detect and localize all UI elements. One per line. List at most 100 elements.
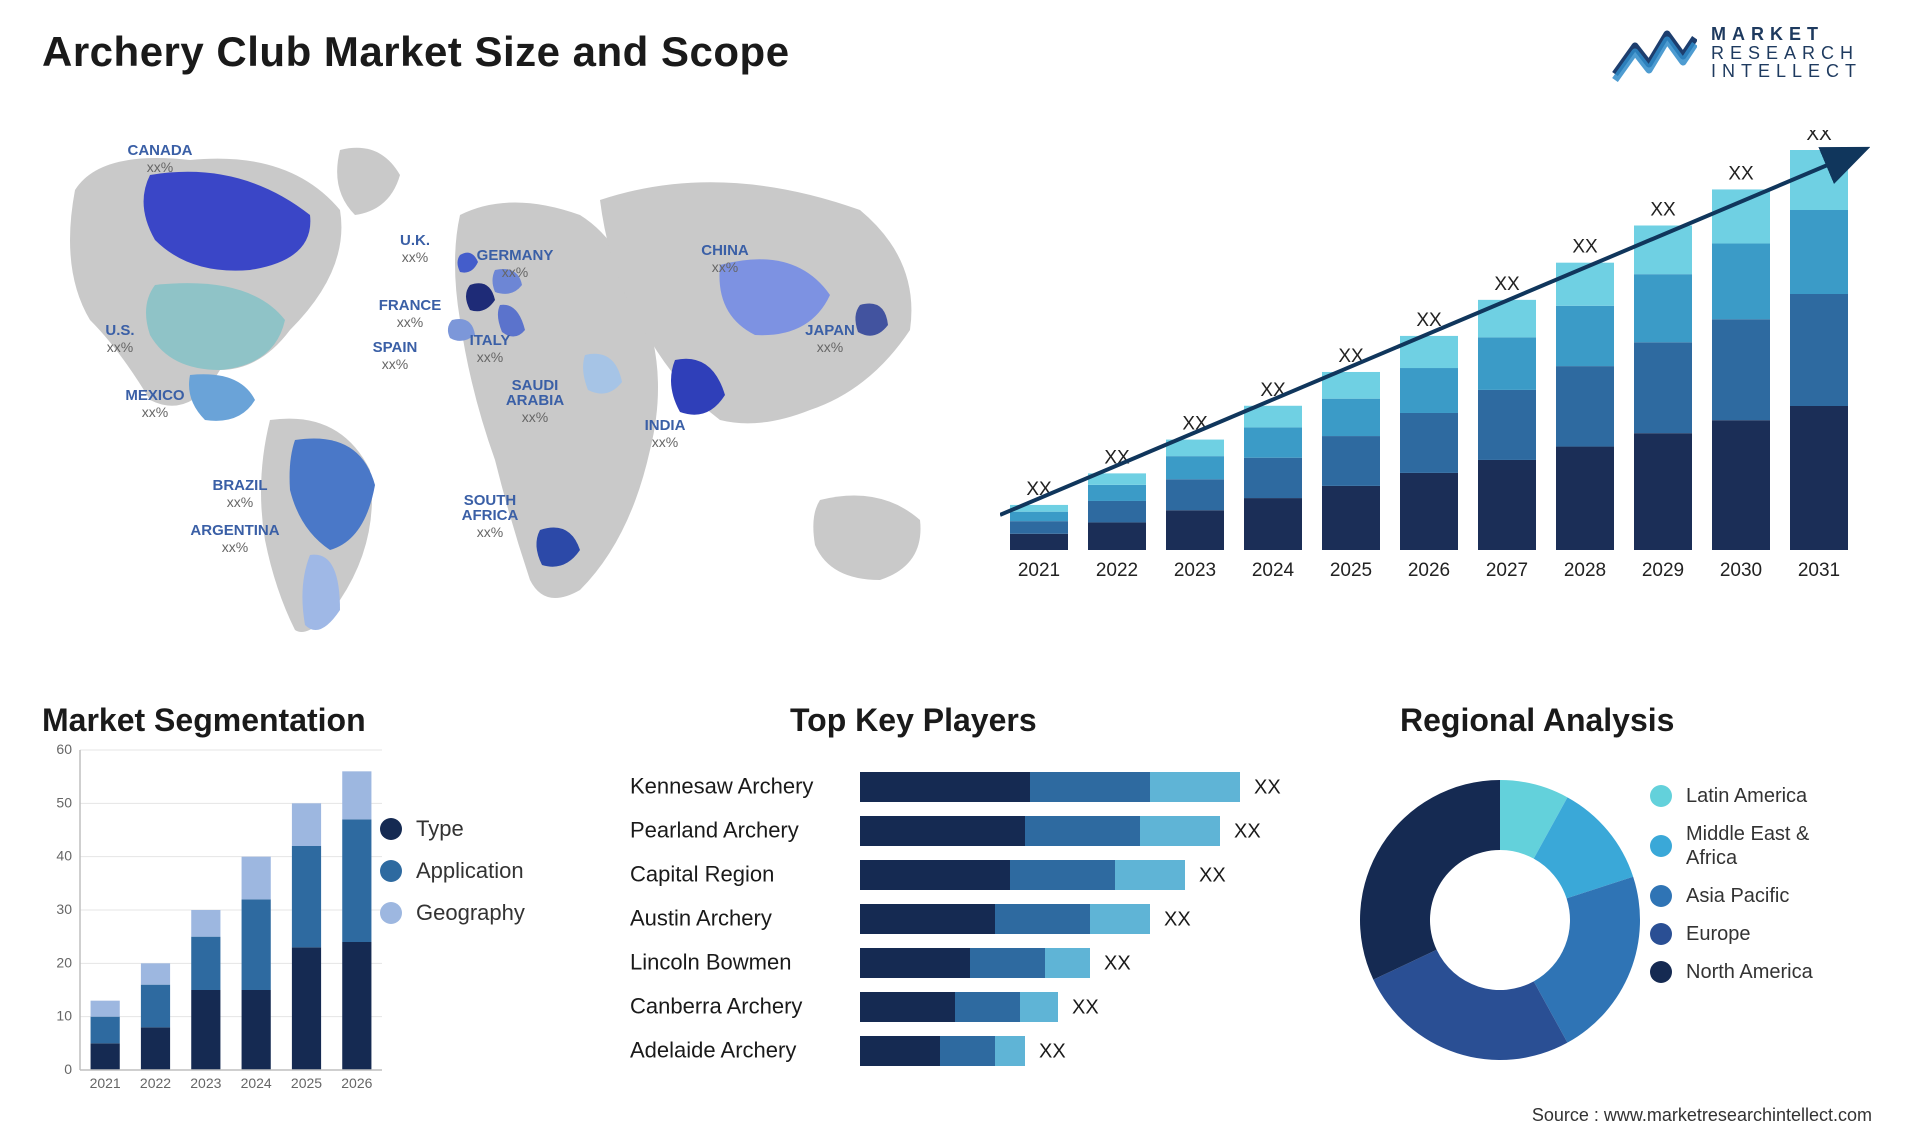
growth-year-label: 2025: [1330, 560, 1372, 581]
key-players-bar-chart: Kennesaw ArcheryXXPearland ArcheryXXCapi…: [630, 760, 1300, 1140]
kp-row-value: XX: [1104, 953, 1131, 975]
seg-legend-item: Type: [380, 816, 525, 842]
segmentation-chart-panel: 0102030405060202120222023202420252026: [42, 740, 392, 1100]
logo-text: MARKET RESEARCH INTELLECT: [1711, 25, 1862, 82]
seg-bar-geography: [292, 803, 321, 846]
growth-bar-segment: [1790, 294, 1848, 406]
growth-bar-segment: [1010, 512, 1068, 521]
map-label-pct: xx%: [227, 494, 253, 510]
map-label-pct: xx%: [817, 339, 843, 355]
seg-y-tick: 20: [56, 954, 72, 970]
regional-legend-item: Middle East & Africa: [1650, 822, 1856, 870]
map-label-pct: xx%: [477, 349, 503, 365]
map-label-pct: xx%: [397, 314, 423, 330]
seg-y-tick: 40: [56, 848, 72, 864]
seg-bar-type: [342, 942, 371, 1070]
world-map: CANADAxx%U.S.xx%MEXICOxx%BRAZILxx%ARGENT…: [40, 120, 970, 680]
map-label: ARABIA: [506, 392, 564, 409]
kp-bar-segment: [1025, 816, 1140, 846]
map-label-pct: xx%: [522, 409, 548, 425]
growth-bar-segment: [1166, 456, 1224, 479]
seg-bar-geography: [91, 1001, 120, 1017]
seg-bar-type: [91, 1043, 120, 1070]
map-label: BRAZIL: [213, 477, 268, 494]
kp-bar-segment: [995, 904, 1090, 934]
growth-bar-segment: [1712, 319, 1770, 420]
seg-bar-application: [342, 819, 371, 942]
map-label: CHINA: [701, 242, 749, 259]
legend-label: Type: [416, 816, 464, 842]
kp-bar-segment: [1020, 992, 1058, 1022]
growth-year-label: 2024: [1252, 560, 1295, 581]
map-label-pct: xx%: [652, 434, 678, 450]
growth-stacked-bar-chart: XX2021XX2022XX2023XX2024XX2025XX2026XX20…: [1000, 130, 1870, 650]
map-label: JAPAN: [805, 322, 855, 339]
seg-bar-geography: [191, 910, 220, 937]
segmentation-heading: Market Segmentation: [42, 702, 366, 739]
growth-bar-segment: [1166, 479, 1224, 510]
kp-bar-segment: [940, 1036, 995, 1066]
kp-row-name: Austin Archery: [630, 906, 772, 931]
growth-bar-segment: [1790, 406, 1848, 550]
seg-bar-type: [141, 1027, 170, 1070]
growth-year-label: 2028: [1564, 560, 1606, 581]
seg-y-tick: 60: [56, 741, 72, 757]
seg-bar-application: [91, 1017, 120, 1044]
growth-bar-segment: [1556, 366, 1614, 446]
source-attribution: Source : www.marketresearchintellect.com: [1532, 1105, 1872, 1126]
map-label: ARGENTINA: [190, 522, 279, 539]
world-map-panel: CANADAxx%U.S.xx%MEXICOxx%BRAZILxx%ARGENT…: [40, 120, 970, 680]
seg-x-tick: 2023: [190, 1075, 221, 1091]
growth-bar-segment: [1712, 420, 1770, 550]
map-label-pct: xx%: [107, 339, 133, 355]
map-label: FRANCE: [379, 297, 442, 314]
growth-year-label: 2026: [1408, 560, 1450, 581]
growth-bar-segment: [1556, 447, 1614, 550]
growth-bar-segment: [1322, 486, 1380, 550]
segmentation-legend: TypeApplicationGeography: [380, 800, 525, 942]
seg-bar-application: [141, 985, 170, 1028]
brand-logo: MARKET RESEARCH INTELLECT: [1611, 24, 1862, 82]
legend-swatch-icon: [1650, 961, 1672, 983]
map-label: INDIA: [645, 417, 686, 434]
seg-x-tick: 2021: [90, 1075, 121, 1091]
segmentation-stacked-bar-chart: 0102030405060202120222023202420252026: [42, 740, 392, 1100]
logo-line-2: RESEARCH: [1711, 44, 1862, 63]
growth-bar-segment: [1244, 498, 1302, 550]
page-title: Archery Club Market Size and Scope: [42, 28, 790, 76]
legend-label: Geography: [416, 900, 525, 926]
seg-bar-application: [191, 937, 220, 990]
growth-bar-segment: [1790, 210, 1848, 294]
regional-heading: Regional Analysis: [1400, 702, 1674, 739]
seg-bar-application: [242, 899, 271, 990]
kp-bar-segment: [860, 772, 1030, 802]
growth-bar-segment: [1088, 485, 1146, 501]
growth-bar-value: XX: [1650, 199, 1676, 220]
key-players-panel: Kennesaw ArcheryXXPearland ArcheryXXCapi…: [630, 760, 1300, 1140]
growth-bar-value: XX: [1728, 163, 1754, 184]
growth-bar-segment: [1400, 413, 1458, 473]
seg-bar-type: [242, 990, 271, 1070]
growth-bar-segment: [1322, 399, 1380, 436]
regional-legend: Latin AmericaMiddle East & AfricaAsia Pa…: [1650, 770, 1856, 998]
kp-row-value: XX: [1254, 777, 1281, 799]
growth-bar-segment: [1088, 522, 1146, 550]
growth-bar-segment: [1634, 342, 1692, 433]
growth-bar-segment: [1400, 473, 1458, 550]
seg-x-tick: 2025: [291, 1075, 322, 1091]
kp-bar-segment: [1010, 860, 1115, 890]
growth-bar-segment: [1244, 458, 1302, 498]
legend-swatch-icon: [1650, 885, 1672, 907]
seg-y-tick: 50: [56, 794, 72, 810]
logo-mark-icon: [1611, 24, 1697, 82]
legend-label: North America: [1686, 960, 1813, 984]
map-label: MEXICO: [125, 387, 185, 404]
kp-row-value: XX: [1039, 1041, 1066, 1063]
map-label-pct: xx%: [402, 249, 428, 265]
regional-legend-item: Asia Pacific: [1650, 884, 1856, 908]
logo-line-1: MARKET: [1711, 25, 1862, 44]
map-label-pct: xx%: [502, 264, 528, 280]
kp-row-name: Capital Region: [630, 862, 774, 887]
legend-label: Middle East & Africa: [1686, 822, 1856, 870]
logo-line-3: INTELLECT: [1711, 62, 1862, 81]
